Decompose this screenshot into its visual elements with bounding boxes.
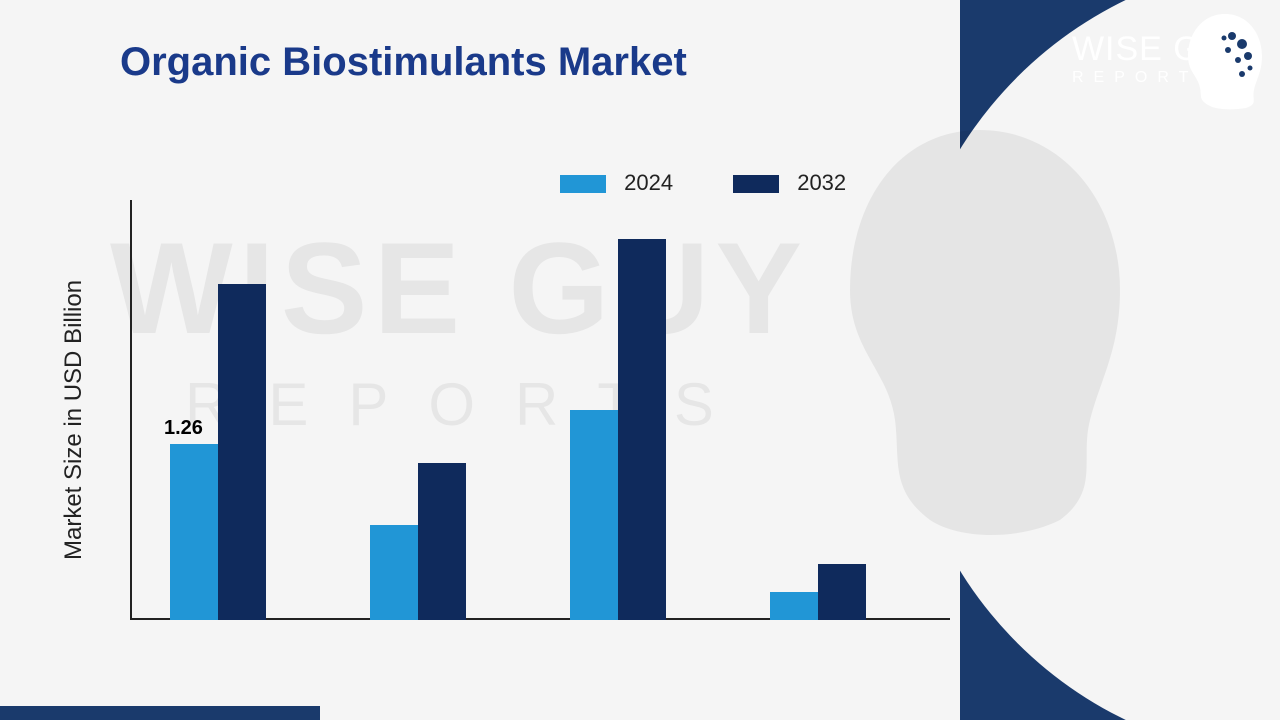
bar-2024 — [370, 525, 418, 620]
bar-2032 — [218, 284, 266, 620]
bar-2032 — [818, 564, 866, 620]
legend-label-2024: 2024 — [624, 170, 673, 195]
bar-2024 — [170, 444, 218, 620]
y-axis-label: Market Size in USD Billion — [60, 280, 88, 560]
bar-2032 — [618, 239, 666, 620]
footer-accent-bar — [0, 706, 320, 720]
legend-item-2024: 2024 — [560, 170, 673, 196]
bar-value-label: 1.26 — [164, 417, 203, 440]
bar-2032 — [418, 463, 466, 620]
legend-label-2032: 2032 — [797, 170, 846, 195]
legend-swatch-2024 — [560, 175, 606, 193]
stage: WISE GUY REPORTS Organic Biostimulants M… — [0, 0, 1280, 720]
bar-2024 — [570, 410, 618, 620]
chart-title: Organic Biostimulants Market — [120, 40, 687, 85]
bar-2024 — [770, 592, 818, 620]
legend-swatch-2032 — [733, 175, 779, 193]
bar-chart: 1.26HumicSubstancesSeaweedExtractsPlantE… — [130, 200, 950, 620]
legend: 2024 2032 — [560, 170, 846, 196]
brand-logo-head-icon — [1180, 10, 1270, 110]
legend-item-2032: 2032 — [733, 170, 846, 196]
y-axis-line — [130, 200, 132, 620]
